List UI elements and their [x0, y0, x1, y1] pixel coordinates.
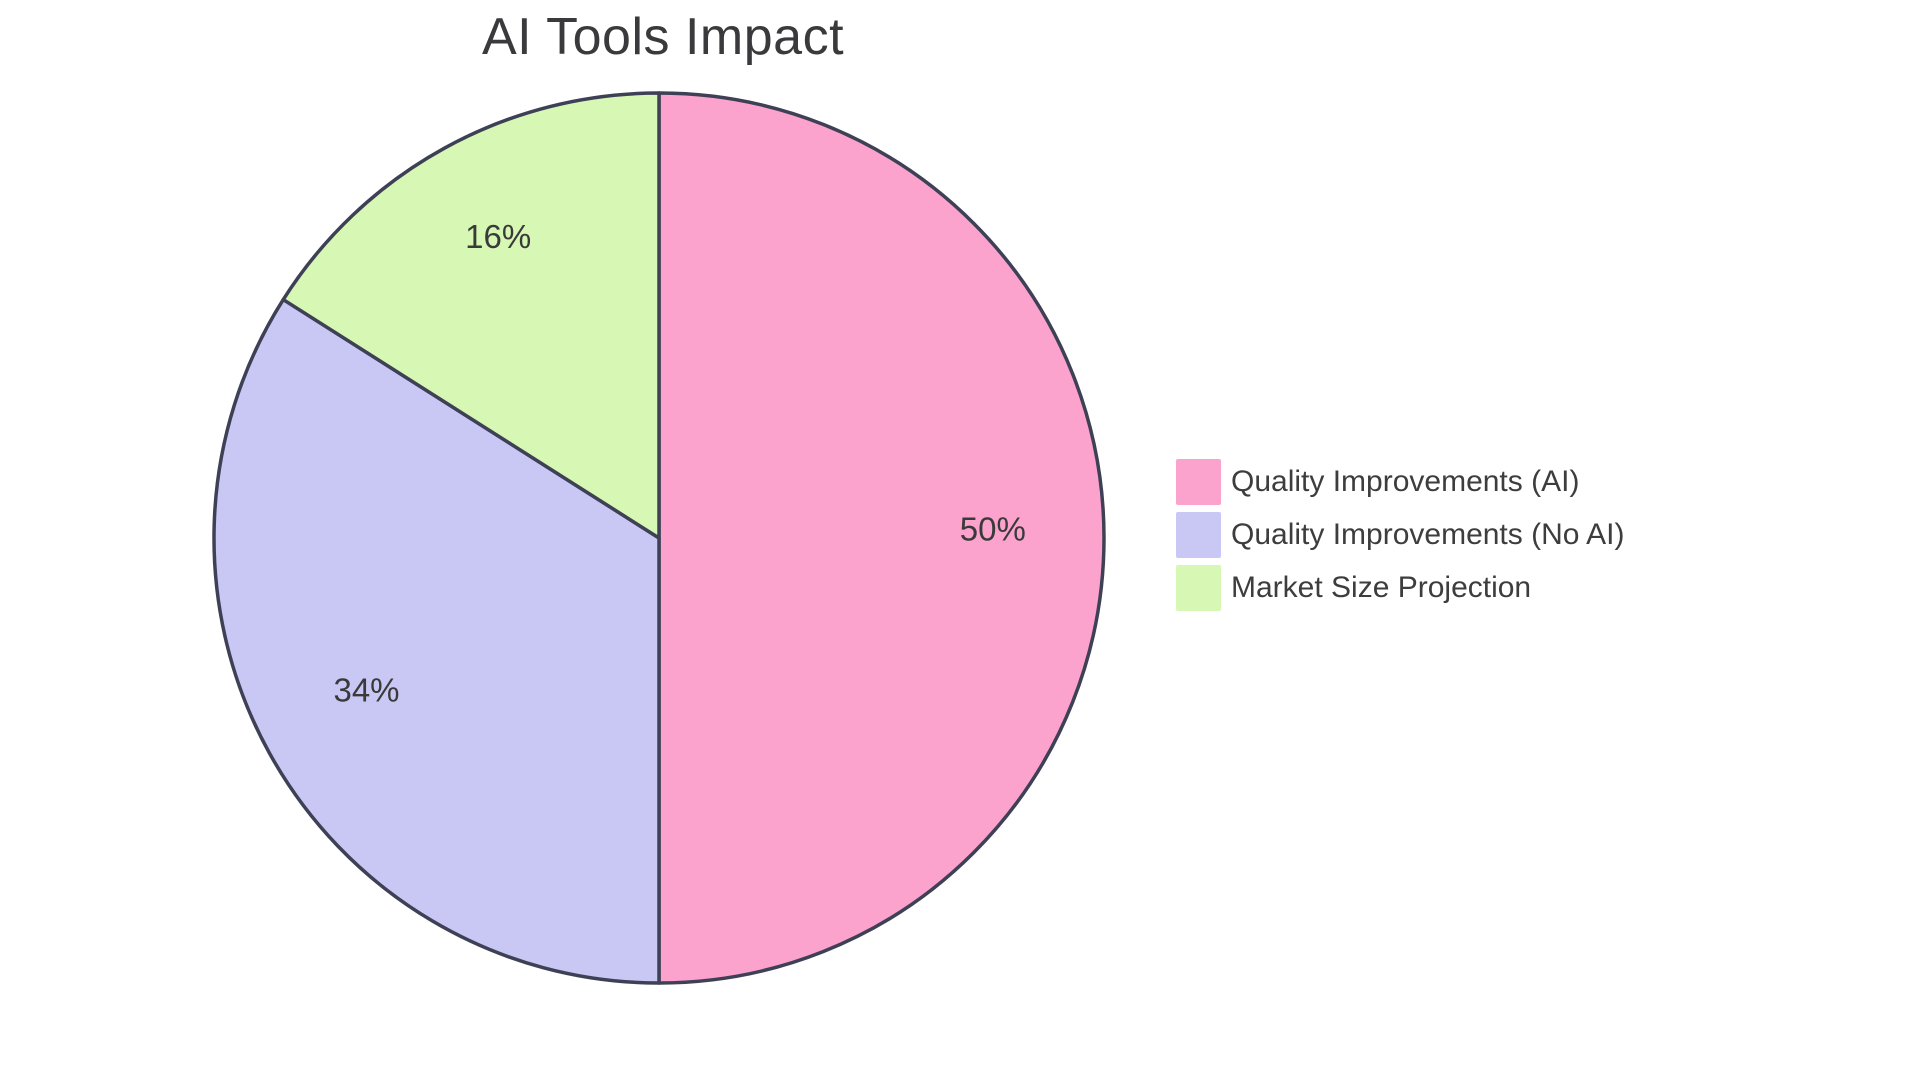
legend-item-1: Quality Improvements (No AI): [1176, 512, 1624, 558]
slice-percent-label: 16%: [465, 218, 531, 255]
legend-label: Quality Improvements (No AI): [1231, 518, 1625, 551]
legend-swatch: [1176, 565, 1221, 611]
legend-item-2: Market Size Projection: [1176, 565, 1624, 611]
legend-label: Quality Improvements (AI): [1231, 465, 1580, 498]
legend-swatch: [1176, 512, 1221, 558]
legend-label: Market Size Projection: [1231, 571, 1532, 604]
chart-title: AI Tools Impact: [481, 8, 845, 66]
legend-item-0: Quality Improvements (AI): [1176, 459, 1624, 505]
pie-slice-0: [657, 91, 1106, 985]
pie-slice-2: [281, 91, 661, 540]
legend-swatch: [1176, 459, 1221, 505]
pie-slice-1: [212, 297, 661, 985]
slice-percent-label: 34%: [333, 671, 399, 708]
slice-percent-label: 50%: [960, 511, 1026, 548]
legend: Quality Improvements (AI) Quality Improve…: [1176, 459, 1624, 618]
